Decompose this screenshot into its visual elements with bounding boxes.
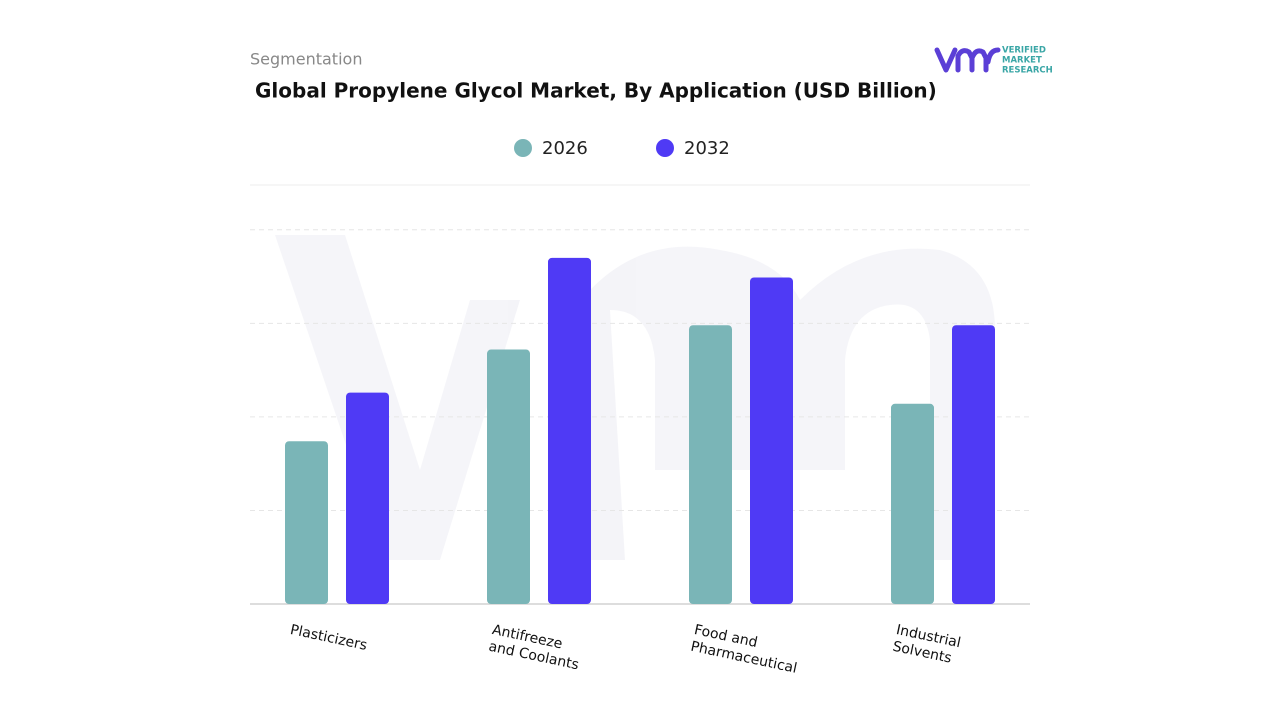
bar [891, 403, 934, 604]
bar [346, 392, 389, 604]
section-label: Segmentation [250, 50, 362, 69]
logo-text: RESEARCH [1002, 66, 1053, 76]
bar [285, 441, 328, 604]
logo: VERIFIED MARKET RESEARCH [934, 46, 1053, 76]
chart-title: Global Propylene Glycol Market, By Appli… [255, 79, 937, 103]
logo-mark [934, 47, 1001, 73]
bar [689, 325, 732, 604]
bar [487, 349, 530, 604]
legend-label: 2032 [684, 138, 730, 159]
logo-text: MARKET [1002, 56, 1042, 66]
bar [548, 257, 591, 604]
legend-label: 2026 [542, 138, 588, 159]
logo-text: VERIFIED [1002, 46, 1046, 56]
legend-swatch [514, 139, 532, 157]
bar [750, 277, 793, 604]
bar [952, 325, 995, 604]
legend-swatch [656, 139, 674, 157]
